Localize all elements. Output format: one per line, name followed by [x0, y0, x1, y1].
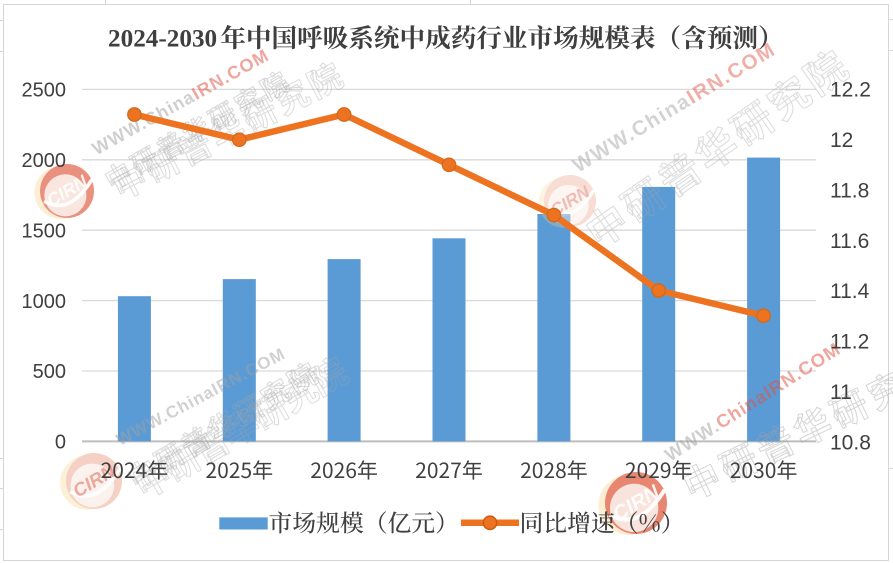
svg-text:11: 11	[830, 381, 852, 404]
svg-text:11.8: 11.8	[830, 179, 869, 202]
svg-text:1000: 1000	[22, 291, 67, 313]
svg-text:11.4: 11.4	[830, 280, 870, 303]
svg-text:500: 500	[33, 361, 66, 383]
svg-text:11.2: 11.2	[830, 331, 869, 354]
svg-text:1500: 1500	[22, 220, 67, 242]
svg-text:10.8: 10.8	[830, 432, 871, 455]
svg-text:11.6: 11.6	[830, 230, 869, 253]
svg-text:0: 0	[55, 432, 66, 454]
svg-text:2000: 2000	[22, 150, 67, 172]
svg-text:2500: 2500	[22, 80, 67, 102]
svg-text:12.2: 12.2	[830, 79, 871, 102]
svg-text:2024-2030: 2024-2030	[108, 26, 217, 53]
svg-text:12: 12	[830, 129, 853, 152]
